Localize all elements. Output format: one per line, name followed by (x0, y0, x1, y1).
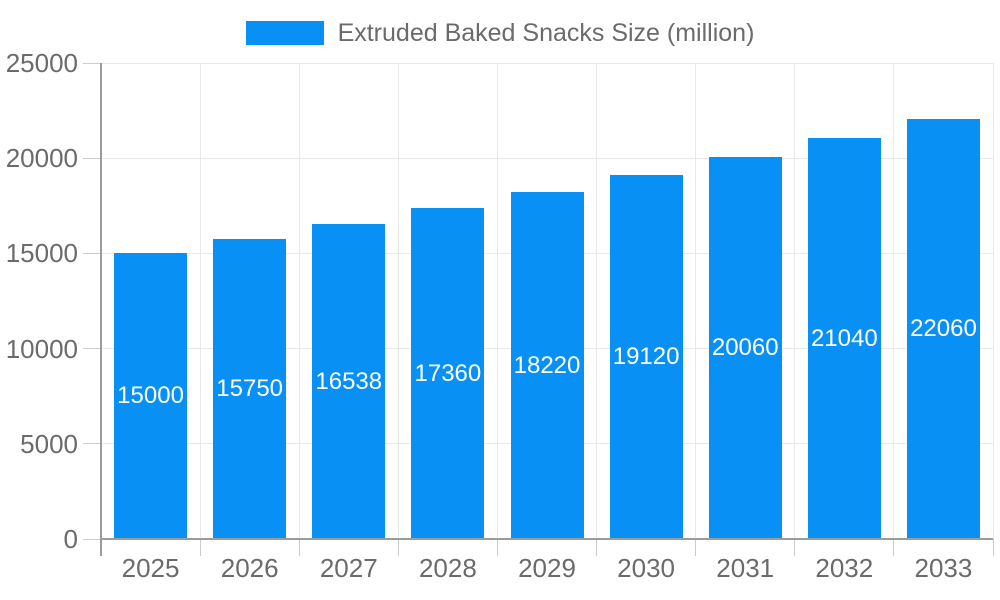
x-axis-line (101, 538, 993, 540)
y-axis-tick-label: 15000 (5, 238, 78, 269)
x-gridline (496, 63, 498, 539)
bar-value-label: 16538 (315, 367, 383, 395)
bar-value-label: 20060 (711, 334, 779, 362)
legend[interactable]: Extruded Baked Snacks Size (million) (0, 18, 1000, 48)
bar-value-label: 18220 (513, 351, 581, 379)
y-axis-tick-label: 0 (63, 524, 78, 554)
y-axis-tick (83, 443, 101, 445)
x-axis-tick-label: 2027 (319, 553, 378, 583)
legend-swatch (245, 21, 324, 45)
x-axis-tick (298, 539, 300, 556)
y-axis-tick-label: 20000 (5, 143, 78, 174)
x-axis-tick (893, 539, 895, 556)
y-axis-tick (83, 157, 101, 159)
x-axis-tick-label: 2028 (418, 553, 477, 583)
x-axis-tick-label: 2031 (716, 553, 775, 583)
x-gridline (298, 63, 300, 539)
x-axis-tick (397, 539, 399, 556)
x-axis-tick (496, 539, 498, 556)
bar-value-label: 22060 (910, 314, 977, 342)
x-gridline (992, 63, 994, 539)
bar-2025[interactable] (114, 253, 188, 539)
y-axis-line (100, 63, 102, 556)
x-axis-tick-label: 2030 (617, 553, 676, 583)
x-gridline (695, 63, 697, 539)
bar-2032[interactable] (807, 138, 881, 539)
bar-value-label: 19120 (612, 342, 680, 370)
x-axis-tick (992, 539, 994, 556)
y-axis-tick (83, 348, 101, 350)
bar-2029[interactable] (510, 192, 584, 539)
x-axis-tick-label: 2025 (121, 553, 180, 583)
x-gridline (199, 63, 201, 539)
x-axis-tick (794, 539, 796, 556)
bar-2031[interactable] (708, 157, 782, 539)
bar-value-label: 17360 (414, 359, 482, 387)
y-axis-tick (83, 538, 101, 540)
legend-label: Extruded Baked Snacks Size (million) (337, 19, 755, 47)
y-axis-tick (83, 252, 101, 254)
y-axis-tick-label: 5000 (20, 428, 78, 459)
x-axis-tick-label: 2032 (815, 553, 874, 583)
x-gridline (397, 63, 399, 539)
x-axis-tick-label: 2029 (518, 553, 576, 583)
y-axis-tick (83, 62, 101, 64)
bar-2026[interactable] (213, 239, 287, 539)
y-axis-tick-label: 10000 (5, 333, 78, 364)
x-axis-tick-label: 2026 (220, 553, 279, 583)
y-gridline (101, 62, 993, 64)
bar-value-label: 15750 (216, 375, 284, 403)
bar-2028[interactable] (411, 208, 485, 539)
bar-2027[interactable] (312, 224, 386, 539)
x-axis-tick-label: 2033 (914, 553, 973, 583)
x-gridline (794, 63, 796, 539)
bar-2033[interactable] (906, 118, 980, 539)
y-axis-tick-label: 25000 (5, 48, 78, 78)
x-gridline (596, 63, 598, 539)
x-axis-tick (695, 539, 697, 556)
y-gridline (101, 157, 993, 159)
bar-2030[interactable] (609, 174, 683, 539)
x-gridline (893, 63, 895, 539)
bar-value-label: 21040 (810, 324, 878, 352)
x-axis-tick (596, 539, 598, 556)
bar-value-label: 15000 (117, 382, 184, 410)
x-axis-tick (199, 539, 201, 556)
